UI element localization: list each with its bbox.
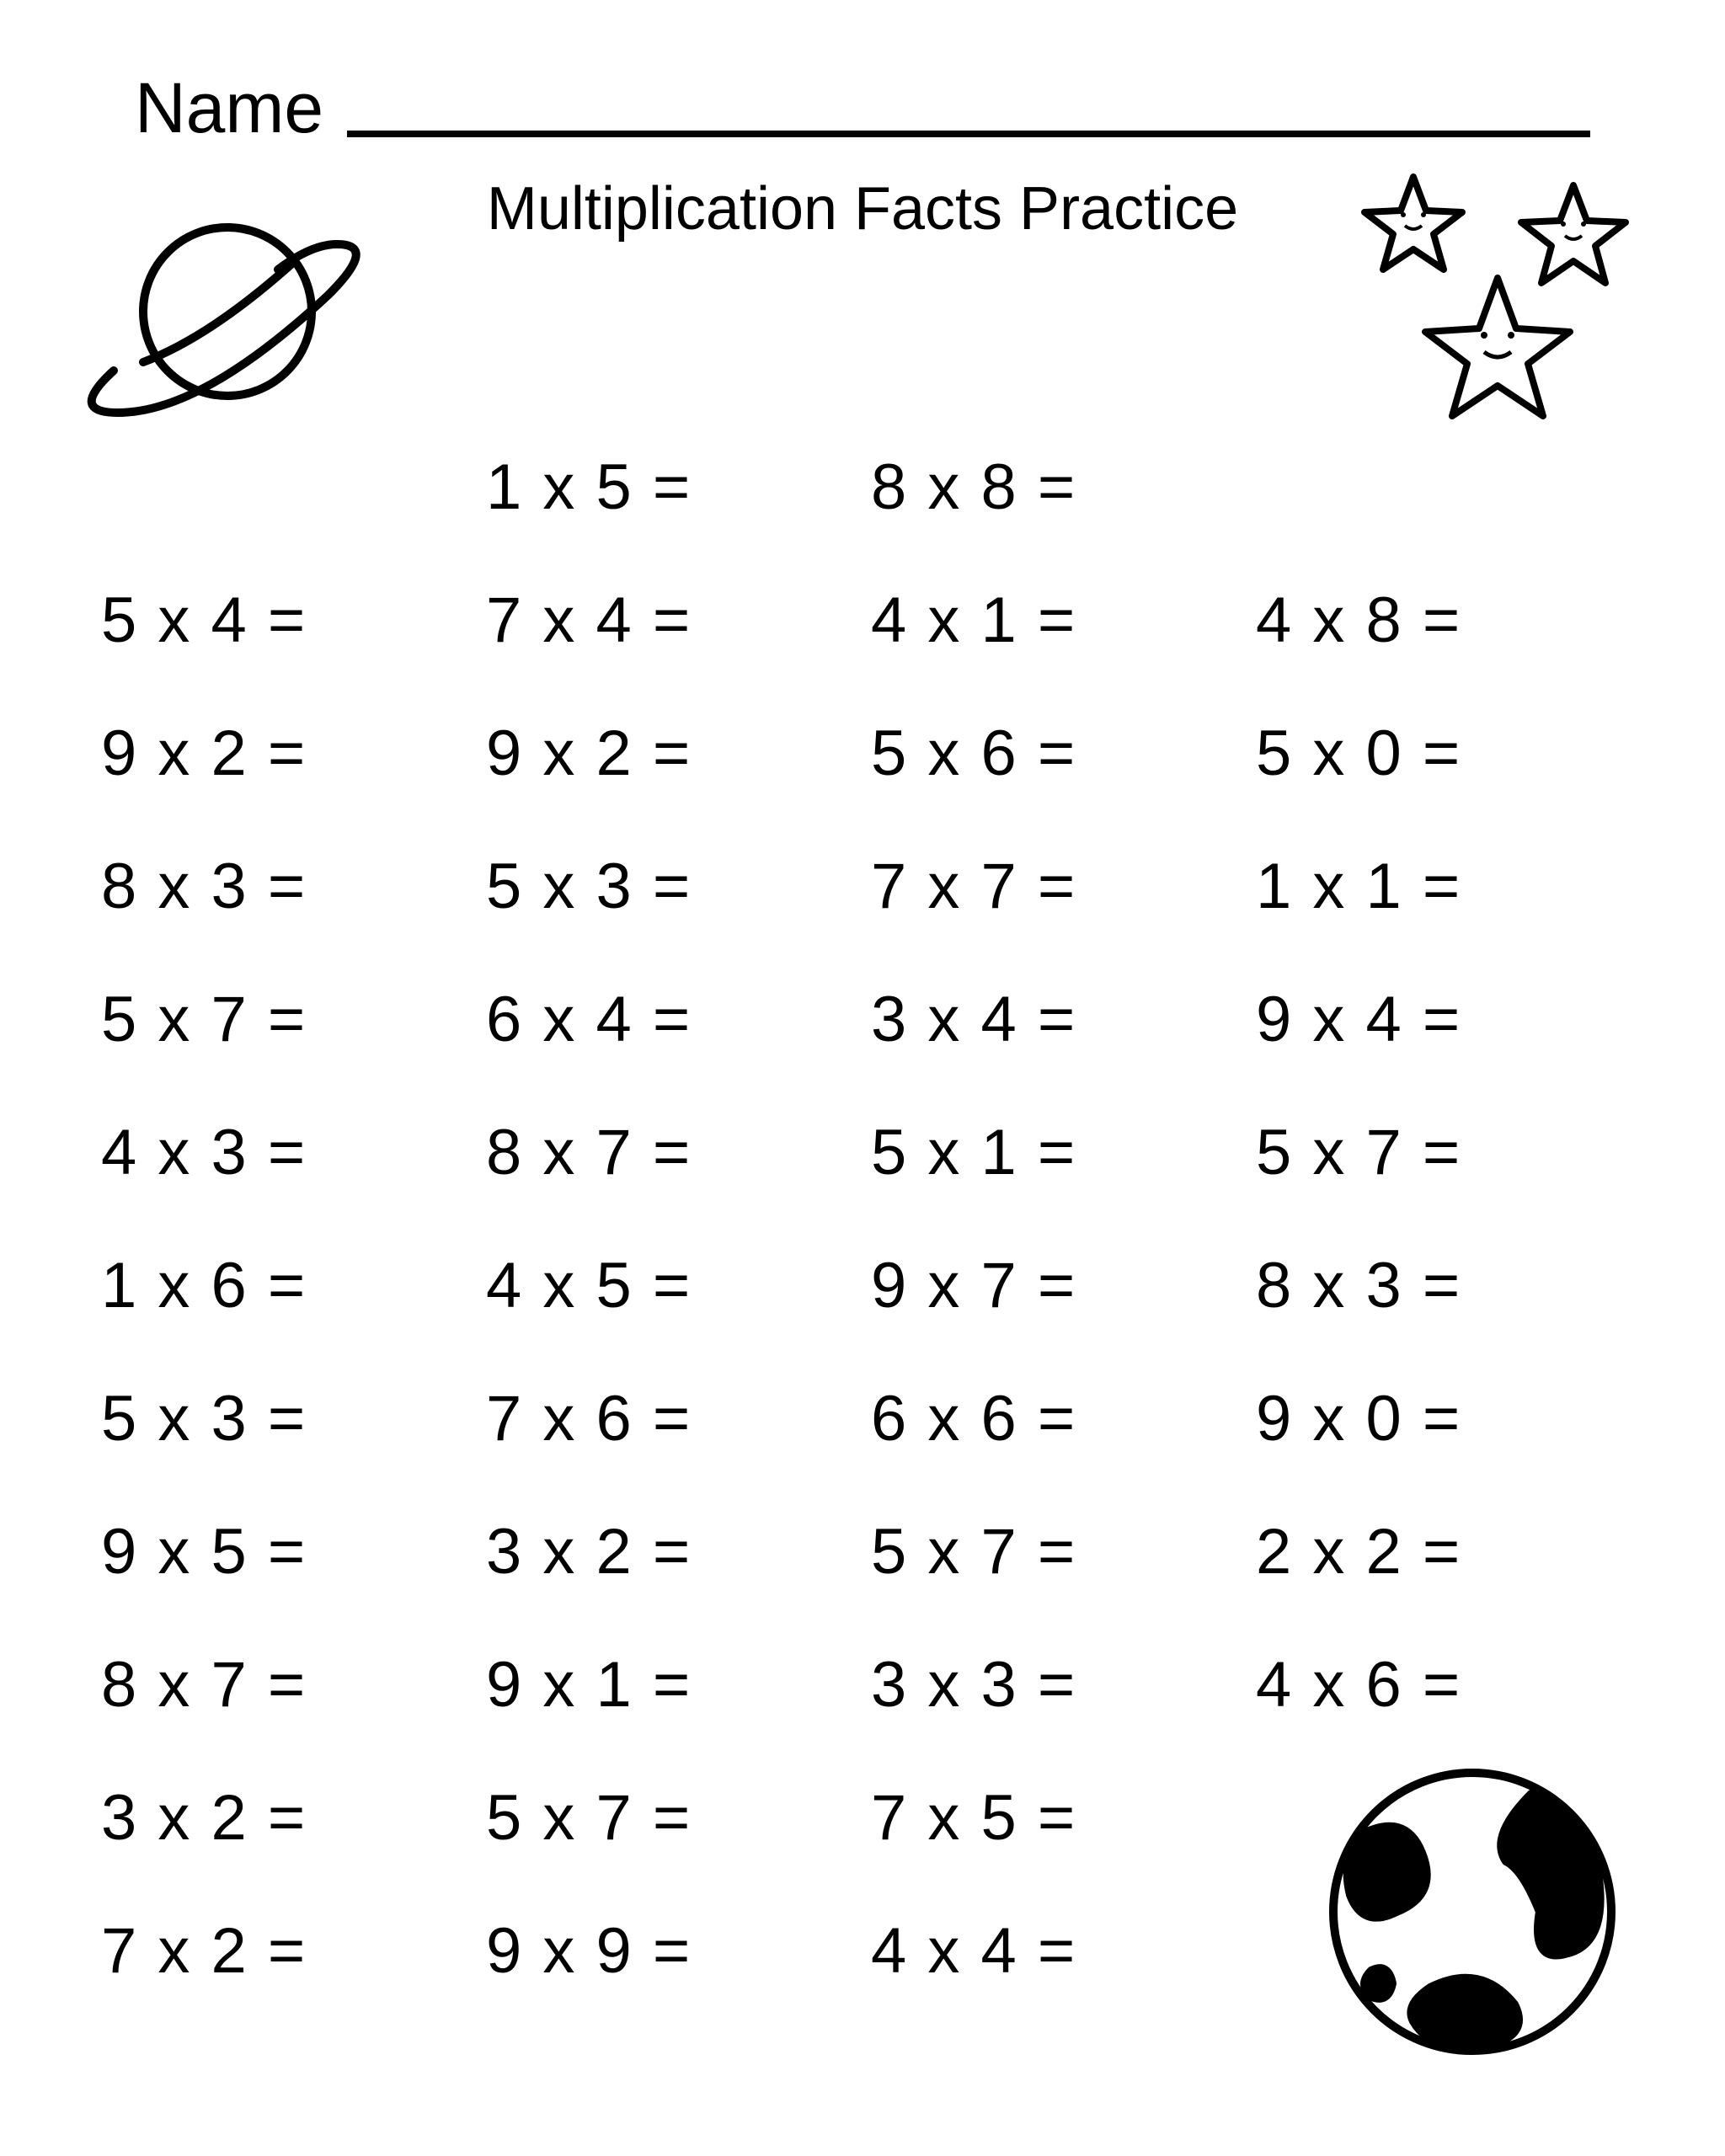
problem: 9 x 5 = bbox=[101, 1486, 469, 1619]
problem: 1 x 6 = bbox=[101, 1219, 469, 1353]
problem: 5 x 4 = bbox=[101, 554, 469, 687]
problem: 1 x 5 = bbox=[486, 421, 854, 554]
problem: 8 x 3 = bbox=[101, 820, 469, 953]
problem: 7 x 7 = bbox=[871, 820, 1239, 953]
problem: 8 x 7 = bbox=[486, 1086, 854, 1219]
problem: 5 x 7 = bbox=[871, 1486, 1239, 1619]
problems-grid: 5 x 4 =9 x 2 =8 x 3 =5 x 7 =4 x 3 =1 x 6… bbox=[101, 421, 1624, 2018]
problem: 1 x 1 = bbox=[1256, 820, 1624, 953]
problem: 2 x 2 = bbox=[1256, 1486, 1624, 1619]
problem: 9 x 0 = bbox=[1256, 1353, 1624, 1486]
problems-column-3: 8 x 8 =4 x 1 =5 x 6 =7 x 7 =3 x 4 =5 x 1… bbox=[871, 421, 1239, 2018]
problem: 5 x 3 = bbox=[101, 1353, 469, 1486]
problem: 9 x 1 = bbox=[486, 1619, 854, 1752]
problem: 4 x 6 = bbox=[1256, 1619, 1624, 1752]
problem: 5 x 1 = bbox=[871, 1086, 1239, 1219]
problem: 4 x 3 = bbox=[101, 1086, 469, 1219]
spacer bbox=[1256, 421, 1624, 554]
problem: 3 x 4 = bbox=[871, 953, 1239, 1086]
problem: 4 x 8 = bbox=[1256, 554, 1624, 687]
problem: 6 x 4 = bbox=[486, 953, 854, 1086]
problem: 9 x 4 = bbox=[1256, 953, 1624, 1086]
name-row: Name bbox=[135, 67, 1624, 149]
problem: 8 x 8 = bbox=[871, 421, 1239, 554]
problem: 4 x 1 = bbox=[871, 554, 1239, 687]
stars-icon bbox=[1354, 168, 1641, 438]
problem: 3 x 3 = bbox=[871, 1619, 1239, 1752]
problem: 9 x 7 = bbox=[871, 1219, 1239, 1353]
problem: 5 x 0 = bbox=[1256, 687, 1624, 820]
name-label: Name bbox=[135, 67, 323, 149]
problem: 5 x 7 = bbox=[486, 1752, 854, 1885]
spacer bbox=[101, 421, 469, 554]
problem: 8 x 7 = bbox=[101, 1619, 469, 1752]
problem: 9 x 2 = bbox=[486, 687, 854, 820]
problems-column-1: 5 x 4 =9 x 2 =8 x 3 =5 x 7 =4 x 3 =1 x 6… bbox=[101, 421, 469, 2018]
problem: 5 x 3 = bbox=[486, 820, 854, 953]
problem: 7 x 4 = bbox=[486, 554, 854, 687]
problem: 6 x 6 = bbox=[871, 1353, 1239, 1486]
problem: 4 x 4 = bbox=[871, 1885, 1239, 2018]
problem: 7 x 6 = bbox=[486, 1353, 854, 1486]
name-input-line[interactable] bbox=[347, 131, 1590, 137]
problem: 8 x 3 = bbox=[1256, 1219, 1624, 1353]
problem: 3 x 2 = bbox=[486, 1486, 854, 1619]
problem: 5 x 7 = bbox=[1256, 1086, 1624, 1219]
planet-icon bbox=[84, 194, 371, 446]
problem: 3 x 2 = bbox=[101, 1752, 469, 1885]
problem: 9 x 2 = bbox=[101, 687, 469, 820]
problems-column-4: 4 x 8 =5 x 0 =1 x 1 =9 x 4 =5 x 7 =8 x 3… bbox=[1256, 421, 1624, 2018]
problem: 5 x 6 = bbox=[871, 687, 1239, 820]
problem: 5 x 7 = bbox=[101, 953, 469, 1086]
problem: 7 x 2 = bbox=[101, 1885, 469, 2018]
problems-column-2: 1 x 5 =7 x 4 =9 x 2 =5 x 3 =6 x 4 =8 x 7… bbox=[486, 421, 854, 2018]
problem: 7 x 5 = bbox=[871, 1752, 1239, 1885]
problem: 9 x 9 = bbox=[486, 1885, 854, 2018]
problem: 4 x 5 = bbox=[486, 1219, 854, 1353]
